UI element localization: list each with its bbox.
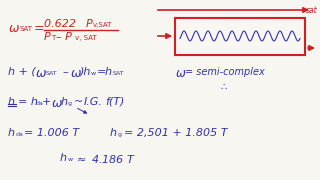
Text: SAT: SAT: [20, 26, 33, 32]
Text: f(T): f(T): [105, 97, 124, 107]
Text: = 1.006 T: = 1.006 T: [24, 128, 79, 138]
Text: sat: sat: [306, 6, 318, 15]
Text: g: g: [68, 101, 72, 106]
Text: g: g: [118, 132, 122, 137]
Text: $\omega$: $\omega$: [70, 67, 82, 80]
Text: $\omega$: $\omega$: [175, 67, 186, 80]
Text: –: –: [62, 67, 68, 77]
Text: da: da: [16, 132, 24, 137]
Text: – P: – P: [56, 32, 72, 42]
Text: 0.622: 0.622: [44, 19, 79, 29]
Text: da: da: [36, 101, 44, 106]
Text: T: T: [51, 35, 55, 41]
Text: = 2,501 + 1.805 T: = 2,501 + 1.805 T: [124, 128, 228, 138]
Text: ~: ~: [74, 97, 83, 107]
Text: =: =: [97, 67, 106, 77]
Text: h: h: [61, 97, 68, 107]
Text: =: =: [34, 22, 44, 35]
Text: w: w: [91, 71, 96, 76]
Text: $\approx$ 4.186 T: $\approx$ 4.186 T: [74, 153, 136, 165]
Text: I.G.: I.G.: [84, 97, 103, 107]
Text: ∴: ∴: [220, 82, 226, 92]
Text: $\omega$: $\omega$: [51, 97, 63, 110]
Text: P: P: [86, 19, 93, 29]
Text: SAT: SAT: [46, 71, 58, 76]
Text: h: h: [105, 67, 112, 77]
Text: = h: = h: [18, 97, 38, 107]
Text: v,SAT: v,SAT: [93, 22, 112, 28]
Text: SAT: SAT: [113, 71, 124, 76]
Text: $\omega$: $\omega$: [35, 67, 47, 80]
Text: $\omega$: $\omega$: [8, 22, 20, 35]
Bar: [175, 18, 305, 55]
Text: v, SAT: v, SAT: [75, 35, 97, 41]
Text: h: h: [8, 128, 15, 138]
Text: = semi-complex: = semi-complex: [185, 67, 265, 77]
Text: h + (: h + (: [8, 67, 36, 77]
Text: h: h: [8, 97, 15, 107]
Text: w: w: [68, 157, 73, 162]
Text: h: h: [60, 153, 67, 163]
Text: +: +: [42, 97, 55, 107]
Text: P: P: [44, 32, 51, 42]
Text: )h: )h: [80, 67, 92, 77]
Text: h: h: [110, 128, 117, 138]
